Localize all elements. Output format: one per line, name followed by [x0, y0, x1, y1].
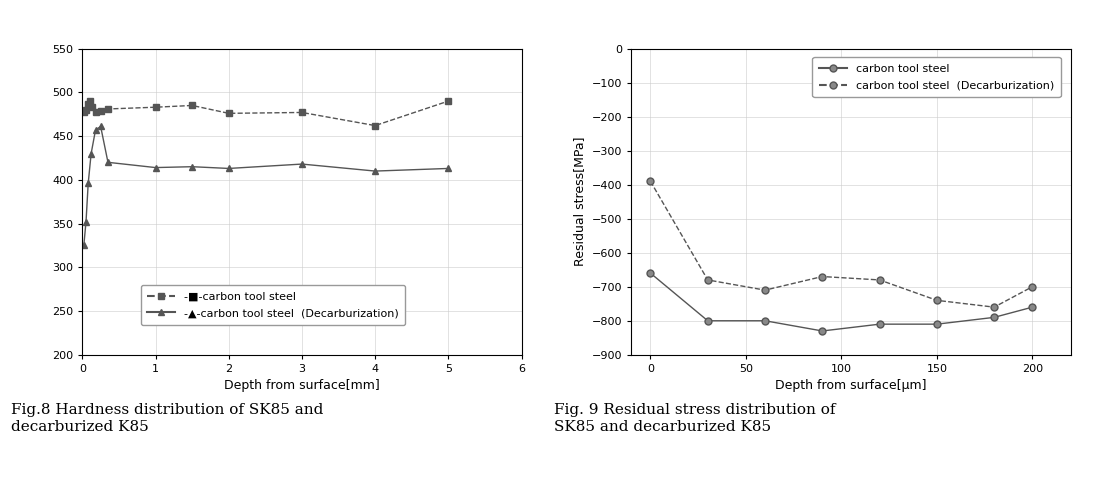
Y-axis label: Residual stress[MPa]: Residual stress[MPa]: [573, 137, 586, 266]
Text: Fig. 9 Residual stress distribution of
SK85 and decarburized K85: Fig. 9 Residual stress distribution of S…: [554, 403, 836, 434]
Legend: -■-carbon tool steel, -▲-carbon tool steel  (Decarburization): -■-carbon tool steel, -▲-carbon tool ste…: [141, 285, 405, 325]
X-axis label: Depth from surface[μm]: Depth from surface[μm]: [775, 380, 927, 392]
X-axis label: Depth from surface[mm]: Depth from surface[mm]: [224, 380, 380, 392]
Legend: carbon tool steel, carbon tool steel  (Decarburization): carbon tool steel, carbon tool steel (De…: [813, 57, 1061, 97]
Text: Fig.8 Hardness distribution of SK85 and
decarburized K85: Fig.8 Hardness distribution of SK85 and …: [11, 403, 323, 434]
